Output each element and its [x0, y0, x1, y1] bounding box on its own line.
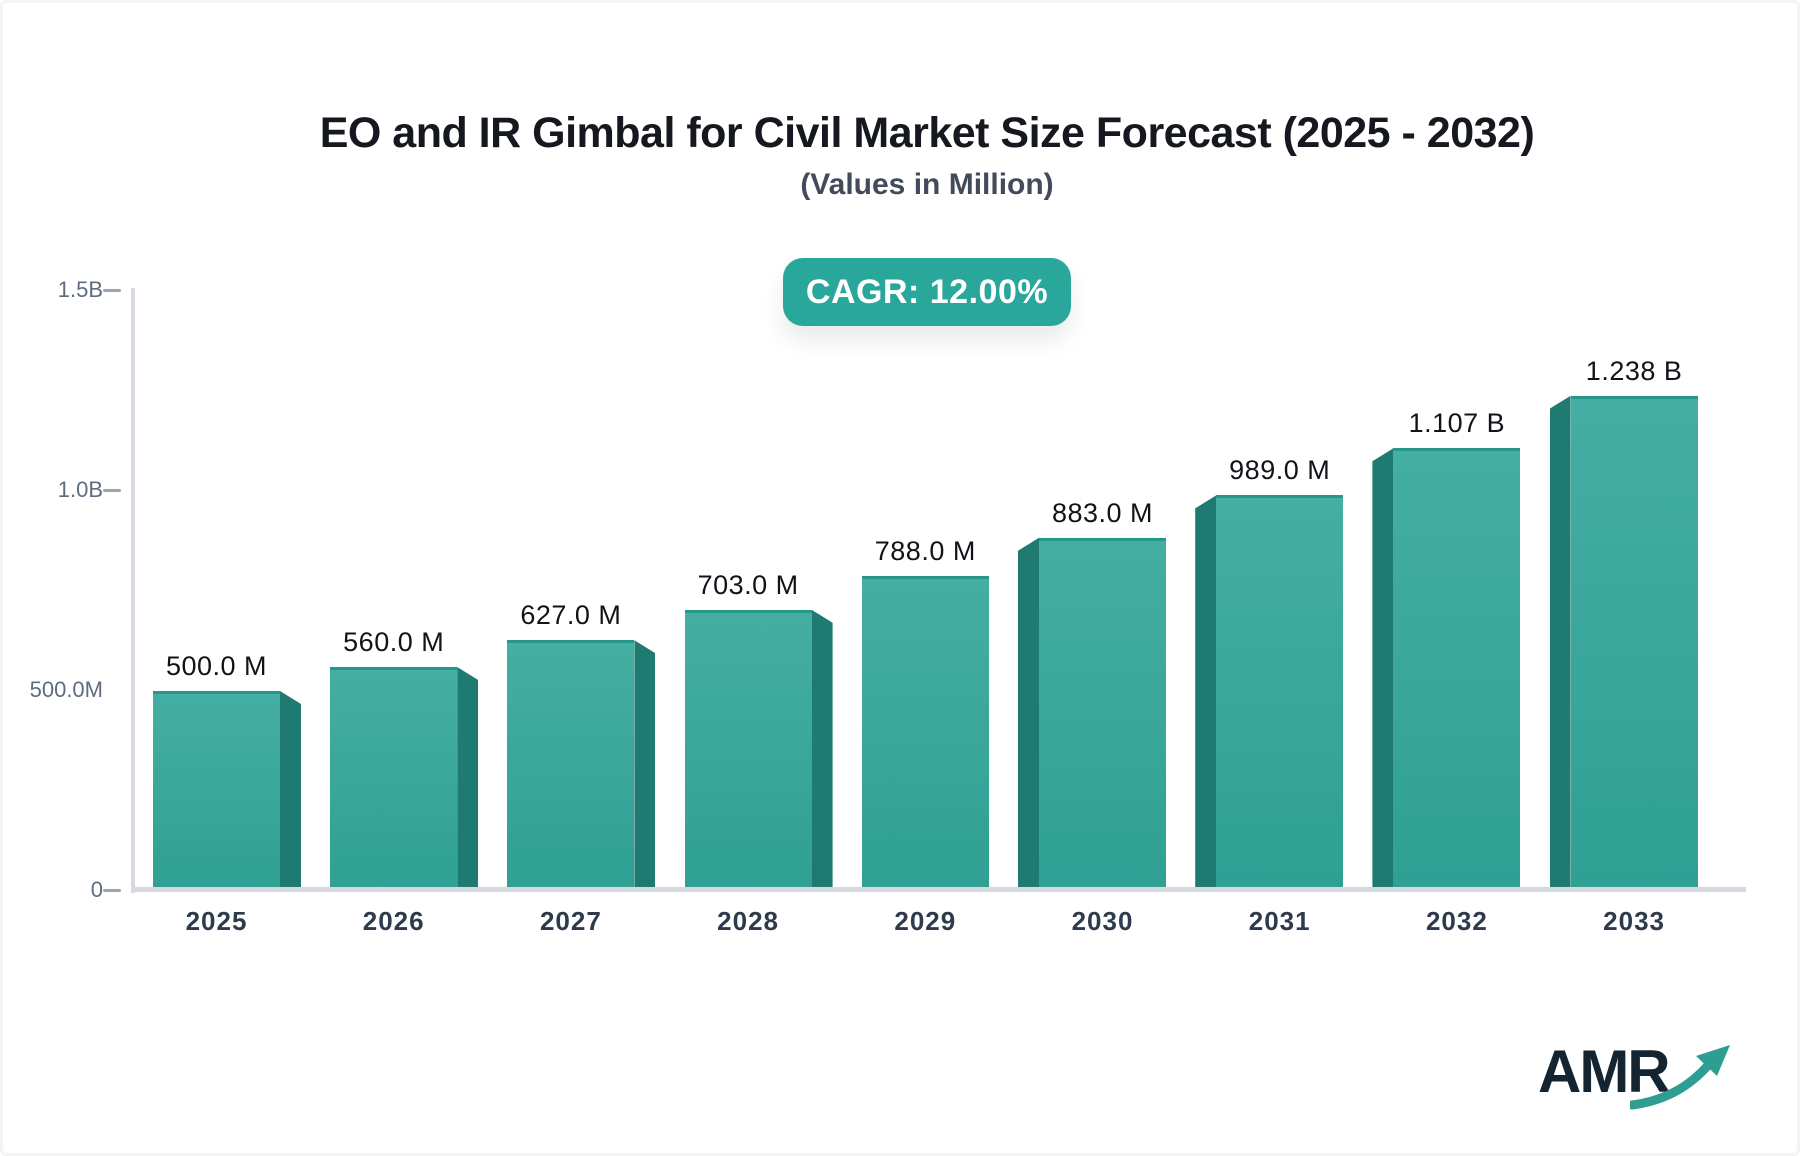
amr-logo: AMR [1538, 1037, 1730, 1117]
x-axis-label-2027: 2027 [539, 906, 602, 936]
bar-2030 [1039, 537, 1166, 891]
bar-value-label: 627.0 M [520, 600, 622, 631]
x-axis-label-2031: 2031 [1248, 906, 1311, 936]
growth-arrow-head [1696, 1045, 1730, 1076]
y-axis-tick-mark [103, 889, 121, 892]
x-axis-label-2028: 2028 [717, 906, 780, 936]
bar-3d-side [1372, 448, 1394, 891]
x-axis-label-2025: 2025 [185, 906, 248, 936]
bar-2032 [1393, 448, 1521, 891]
bar-value-label: 883.0 M [1051, 497, 1154, 528]
y-axis-tick-label: 1.5B [57, 277, 103, 302]
bar-3d-side [1195, 495, 1217, 891]
y-axis-tick-label: 500.0M [29, 677, 103, 702]
bar-2033 [1570, 395, 1698, 891]
y-axis-tick-mark [103, 289, 121, 292]
bar-value-label: 1.238 B [1585, 355, 1683, 386]
y-axis-tick-label: 0 [90, 877, 103, 902]
bar-3d-side [280, 691, 301, 891]
bar-3d-side [811, 609, 833, 891]
bar-2026 [330, 667, 458, 891]
x-axis-label-2029: 2029 [894, 906, 957, 936]
bar-2031 [1216, 495, 1344, 891]
bar-3d-side [457, 667, 479, 891]
bar-value-label: 703.0 M [697, 569, 799, 600]
amr-logo-text: AMR [1538, 1038, 1671, 1105]
chart-subtitle: (Values in Million) [800, 168, 1054, 201]
bar-value-label: 1.107 B [1408, 408, 1506, 439]
bar-3d-side [634, 640, 656, 891]
bar-value-label: 500.0 M [165, 651, 268, 681]
x-axis-label-2033: 2033 [1603, 906, 1666, 936]
growth-arrow-icon [1630, 1045, 1730, 1110]
cagr-badge-label: CAGR: 12.00% [805, 272, 1049, 311]
bar-value-label: 788.0 M [874, 535, 976, 566]
bar-2027 [507, 640, 635, 891]
bar-2028 [684, 609, 812, 891]
growth-arrow-swoosh [1630, 1058, 1715, 1110]
chart-title: EO and IR Gimbal for Civil Market Size F… [319, 109, 1535, 157]
bar-3d-side [1549, 395, 1571, 891]
bar-2029 [861, 575, 989, 891]
y-axis-tick-mark [103, 489, 121, 492]
y-axis-line [131, 288, 135, 893]
bar-3d-side [1018, 537, 1039, 891]
bar-value-label: 560.0 M [343, 627, 445, 657]
x-axis-label-2030: 2030 [1071, 906, 1134, 936]
cagr-badge: CAGR: 12.00% [783, 258, 1071, 326]
x-axis-label-2032: 2032 [1425, 906, 1488, 936]
x-axis-line [131, 887, 1746, 892]
x-axis-label-2026: 2026 [362, 906, 425, 936]
bar-2025 [153, 691, 280, 891]
y-axis-tick-label: 1.0B [57, 477, 103, 502]
bar-value-label: 989.0 M [1229, 455, 1331, 486]
